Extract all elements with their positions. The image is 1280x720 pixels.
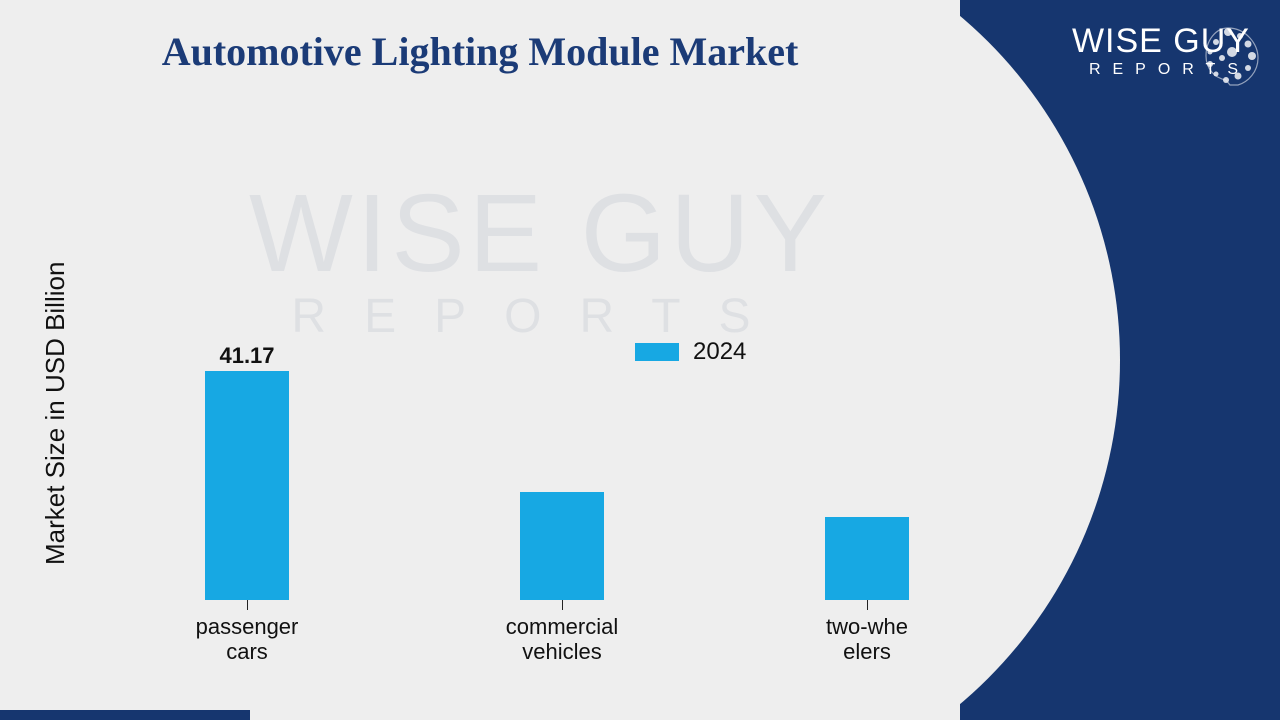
brand-subname: REPORTS <box>1072 62 1250 78</box>
chart-canvas: WISE GUY REPORTS Automotive Lighting Mod… <box>0 0 1280 720</box>
brand-logo: WISE GUY REPORTS <box>1072 24 1250 78</box>
brand-name: WISE GUY <box>1072 24 1250 58</box>
bar <box>825 517 909 600</box>
plot-area: 41.17passengercarscommercialvehiclestwo-… <box>130 350 920 600</box>
bar <box>520 492 604 600</box>
category-label: commercialvehicles <box>487 614 637 665</box>
bar-chart: 41.17passengercarscommercialvehiclestwo-… <box>130 350 920 600</box>
brand-panel <box>960 0 1280 720</box>
category-label: two-wheelers <box>792 614 942 665</box>
x-tick <box>247 600 248 610</box>
category-label: passengercars <box>172 614 322 665</box>
x-tick <box>562 600 563 610</box>
x-tick <box>867 600 868 610</box>
bar-value-label: 41.17 <box>219 343 274 369</box>
chart-title: Automotive Lighting Module Market <box>0 28 960 75</box>
footer-accent-bar <box>0 710 250 720</box>
y-axis-label: Market Size in USD Billion <box>40 262 71 565</box>
bar: 41.17 <box>205 371 289 600</box>
